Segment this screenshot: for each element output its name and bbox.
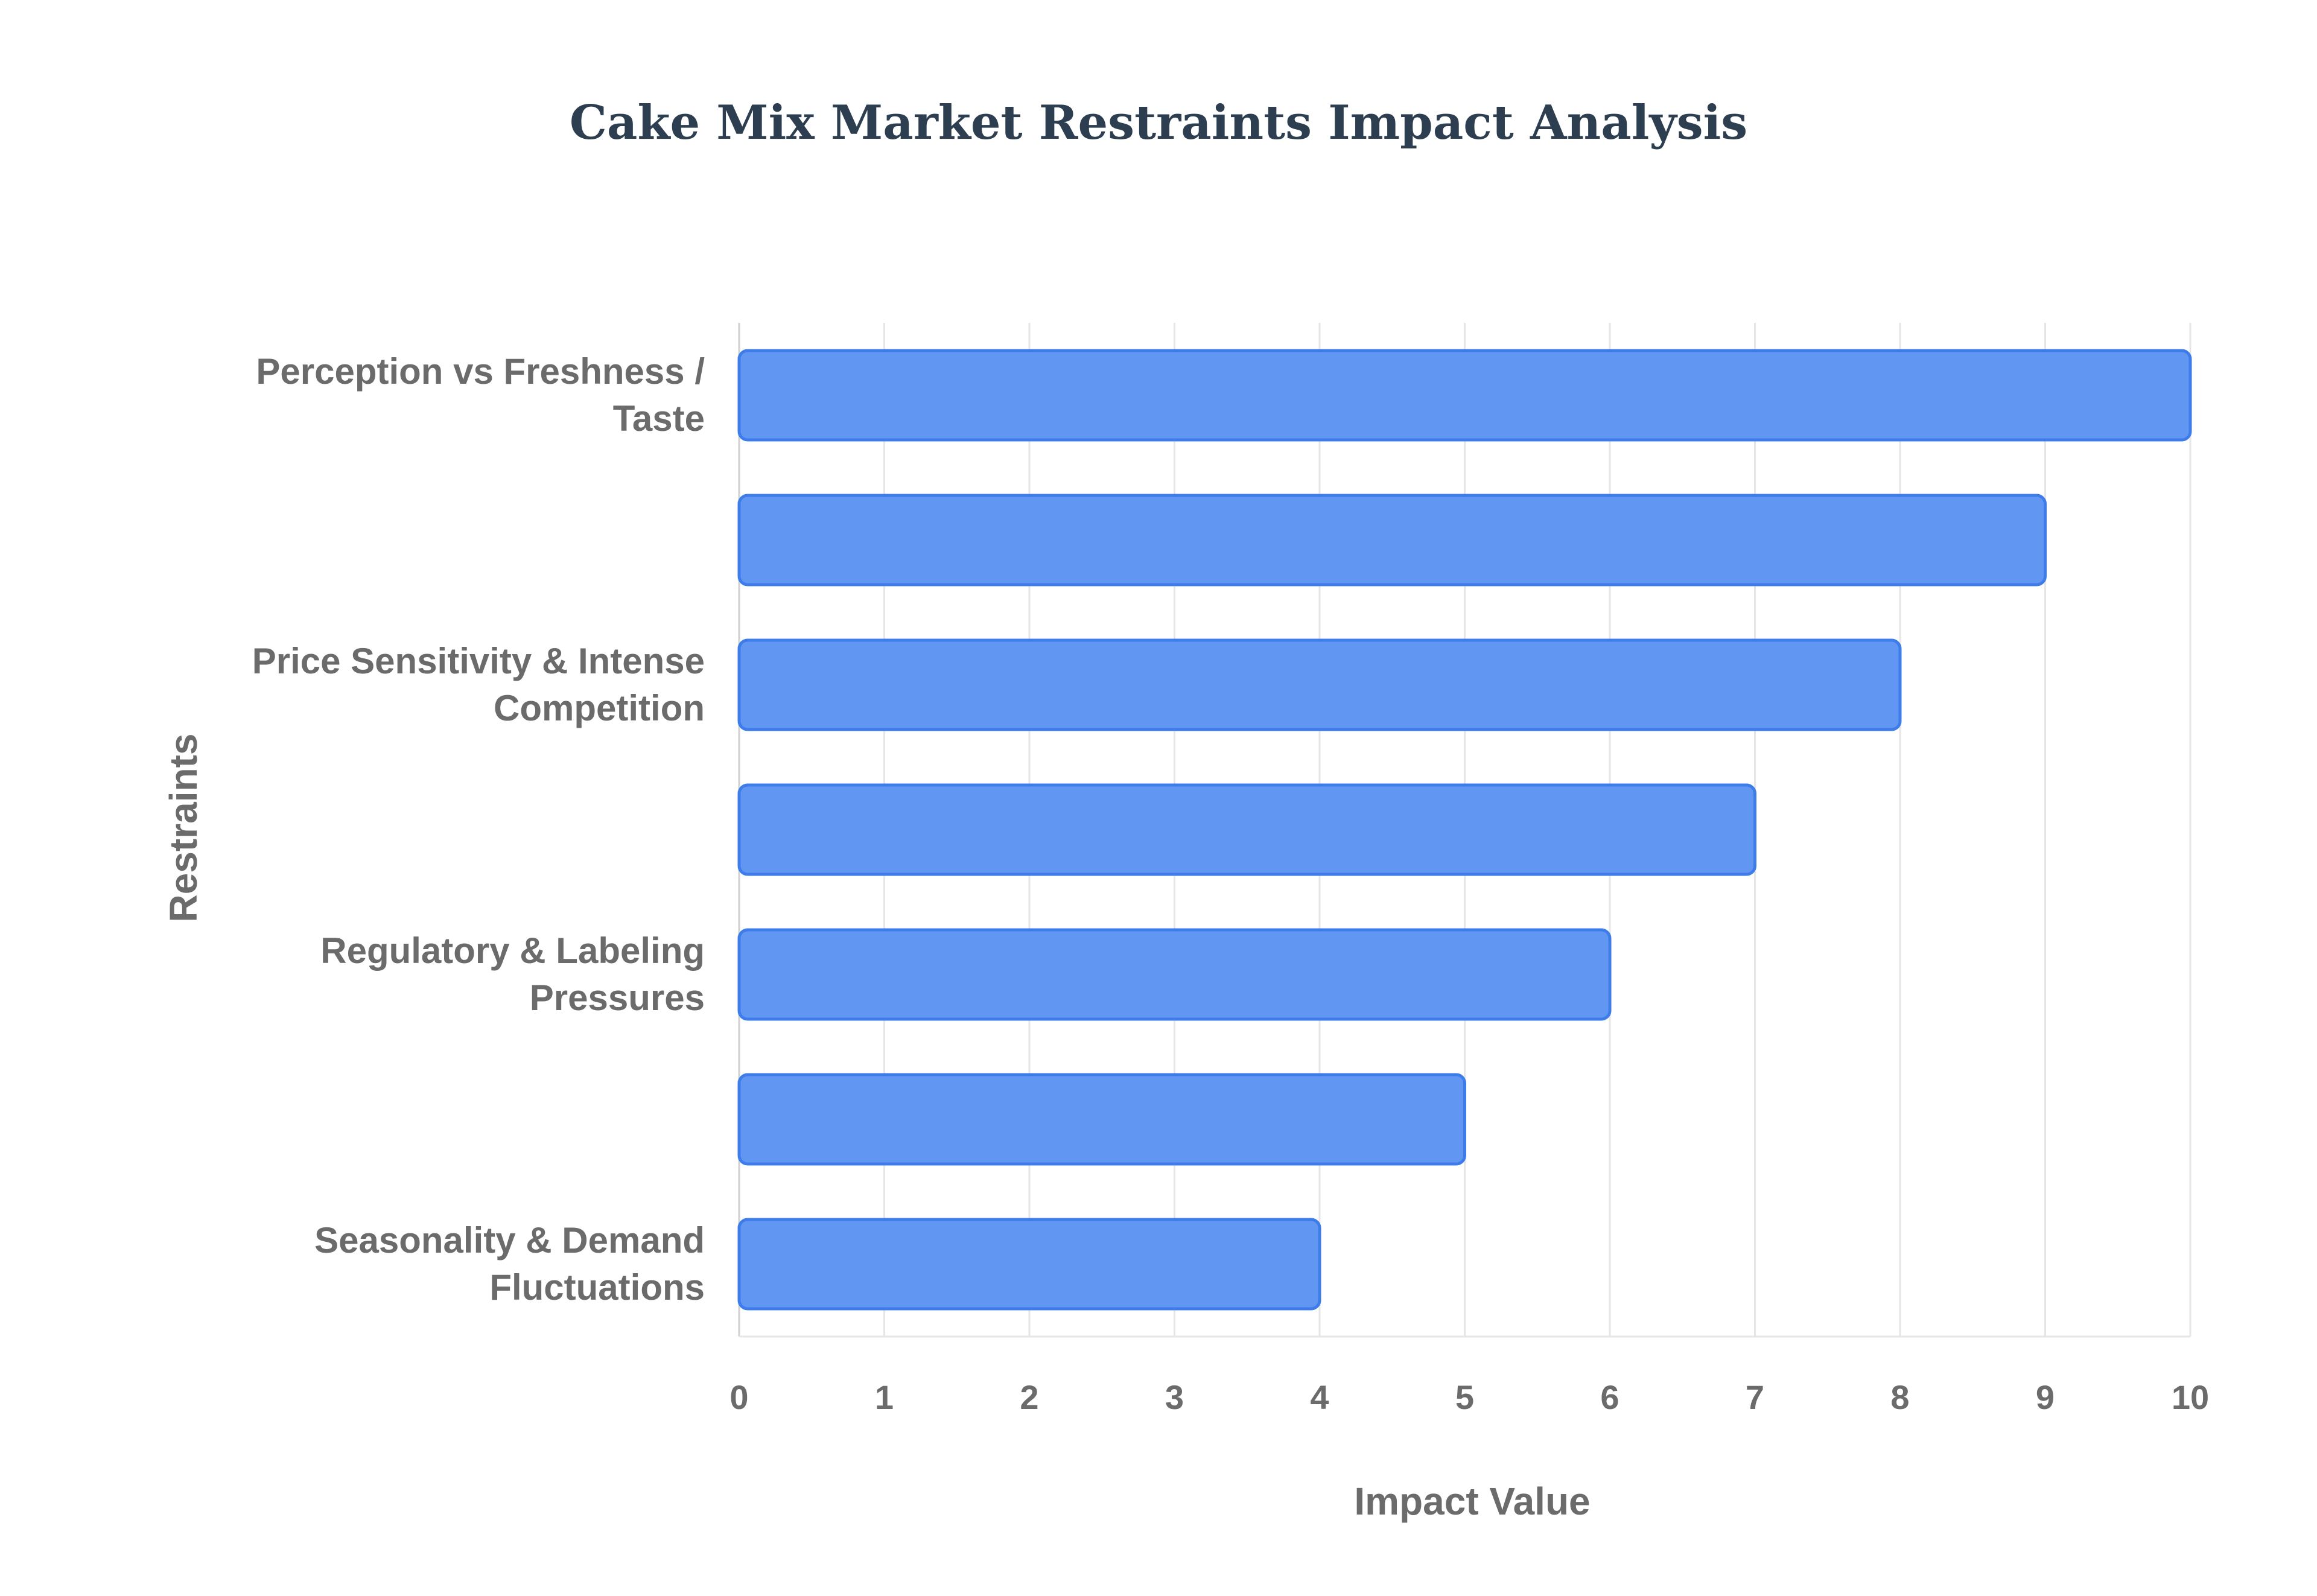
category-label: Taste <box>613 398 705 439</box>
chart-title: Cake Mix Market Restraints Impact Analys… <box>570 95 1747 150</box>
x-tick-label: 0 <box>729 1378 748 1416</box>
x-tick-label: 1 <box>875 1378 894 1416</box>
bar <box>737 638 1902 731</box>
x-tick-label: 6 <box>1600 1378 1619 1416</box>
category-label: Seasonality & Demand <box>314 1220 705 1261</box>
bar <box>737 349 2192 442</box>
x-axis-title: Impact Value <box>1354 1480 1590 1523</box>
x-tick-label: 9 <box>2036 1378 2055 1416</box>
category-label: Competition <box>494 688 705 728</box>
category-label: Pressures <box>530 978 705 1018</box>
x-tick-label: 3 <box>1165 1378 1184 1416</box>
x-tick-label: 7 <box>1746 1378 1764 1416</box>
bar <box>737 783 1756 876</box>
bar <box>737 928 1612 1021</box>
x-tick-label: 8 <box>1890 1378 1909 1416</box>
category-label: Regulatory & Labeling <box>320 930 705 971</box>
category-label: Perception vs Freshness / <box>256 351 705 392</box>
bar <box>737 494 2047 587</box>
y-category-labels: Perception vs Freshness / Taste Price Sens… <box>252 351 705 1308</box>
y-axis-title: Restraints <box>162 734 205 923</box>
x-tick-label: 2 <box>1020 1378 1038 1416</box>
x-tick-labels: 0 1 2 3 4 5 6 7 8 9 10 <box>729 1378 2209 1416</box>
x-tick-label: 10 <box>2172 1378 2209 1416</box>
x-tick-label: 4 <box>1310 1378 1329 1416</box>
bar <box>737 1073 1466 1166</box>
x-tick-label: 5 <box>1455 1378 1474 1416</box>
category-label: Fluctuations <box>489 1267 705 1308</box>
category-label: Price Sensitivity & Intense <box>252 641 705 681</box>
bar-layer <box>737 349 2192 1311</box>
bar <box>737 1218 1321 1311</box>
